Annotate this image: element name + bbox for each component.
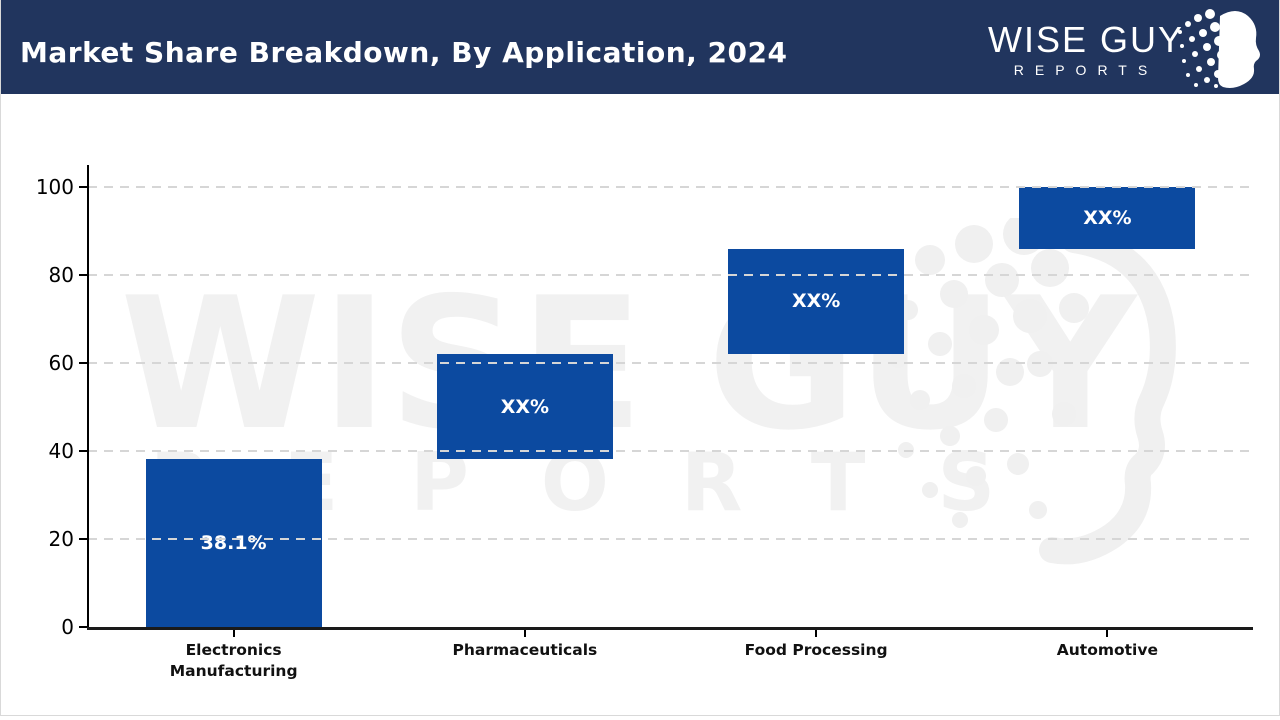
y-axis-tick-label: 80 bbox=[48, 263, 74, 287]
logo-head-icon bbox=[1178, 9, 1260, 88]
y-axis-tick bbox=[79, 538, 87, 540]
y-axis-tick-label: 40 bbox=[48, 439, 74, 463]
y-axis-tick-label: 60 bbox=[48, 351, 74, 375]
logo: WISE GUY REPORTS bbox=[988, 6, 1262, 90]
y-axis-tick bbox=[79, 450, 87, 452]
chart-title: Market Share Breakdown, By Application, … bbox=[20, 36, 788, 69]
bar-value-label: 38.1% bbox=[200, 532, 267, 555]
bar-food-processing: XX% bbox=[728, 248, 905, 355]
bar-value-label: XX% bbox=[500, 395, 550, 418]
x-axis-tick bbox=[815, 628, 818, 637]
y-axis-tick-label: 0 bbox=[61, 615, 74, 639]
logo-wordmark: WISE GUY bbox=[987, 18, 1184, 60]
gridline bbox=[88, 274, 1253, 276]
gridline bbox=[88, 362, 1253, 364]
x-axis-category-label: Electronics Manufacturing bbox=[169, 641, 298, 680]
y-axis-tick bbox=[79, 626, 87, 628]
x-axis-category-label: Automotive bbox=[1056, 641, 1158, 659]
gridline bbox=[88, 186, 1253, 188]
logo-text: WISE GUY REPORTS bbox=[988, 19, 1184, 78]
bar-value-label: XX% bbox=[1083, 206, 1132, 229]
x-axis-tick bbox=[523, 628, 526, 637]
x-axis-tick bbox=[232, 628, 235, 637]
y-axis-tick-label: 100 bbox=[35, 175, 74, 199]
x-axis-category-label: Pharmaceuticals bbox=[452, 641, 598, 659]
gridline bbox=[88, 450, 1253, 452]
header-bar: Market Share Breakdown, By Application, … bbox=[0, 0, 1280, 94]
y-axis-tick bbox=[79, 362, 87, 364]
y-axis-tick bbox=[79, 186, 87, 188]
y-axis-tick bbox=[79, 274, 87, 276]
bar-value-label: XX% bbox=[791, 290, 841, 313]
bar-pharmaceuticals: XX% bbox=[436, 354, 613, 460]
x-axis-category-label: Food Processing bbox=[744, 641, 888, 659]
bar-automotive: XX% bbox=[1019, 187, 1196, 249]
x-axis-tick bbox=[1106, 628, 1109, 637]
logo-subtitle: REPORTS bbox=[1013, 61, 1159, 78]
y-axis-tick-label: 20 bbox=[48, 527, 74, 551]
gridline bbox=[88, 538, 1253, 540]
x-axis-line bbox=[87, 627, 1253, 630]
y-axis-line bbox=[87, 165, 89, 629]
bar-electronics-manufacturing: 38.1% bbox=[145, 459, 322, 627]
